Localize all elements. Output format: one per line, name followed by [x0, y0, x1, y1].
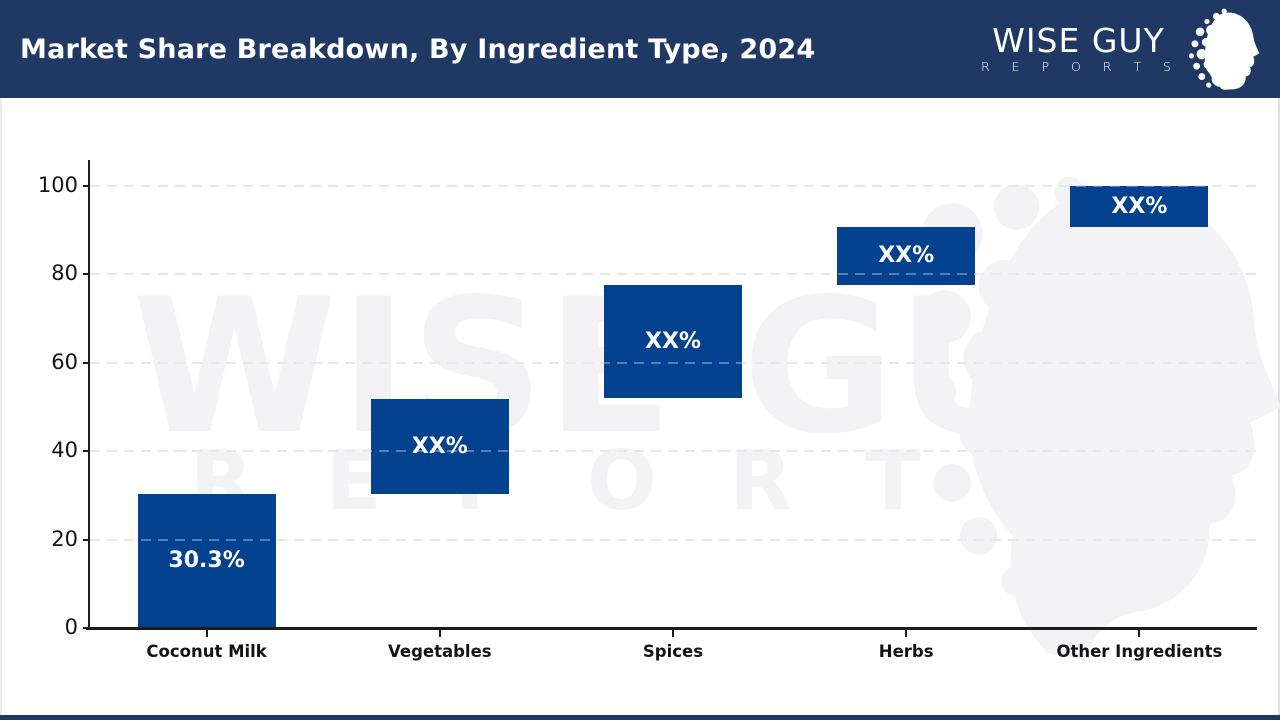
y-tick-mark	[83, 538, 90, 541]
gridline	[90, 538, 1256, 541]
bar-value-label: XX%	[645, 329, 701, 355]
page-title: Market Share Breakdown, By Ingredient Ty…	[20, 33, 816, 65]
gridline	[90, 450, 1256, 453]
x-tick-mark	[438, 630, 441, 637]
gridline-overlay	[90, 538, 1256, 541]
bar-vegetables: XX%	[370, 398, 509, 494]
x-tick-label: Other Ingredients	[1056, 642, 1223, 661]
y-tick-mark	[83, 450, 90, 453]
x-tick-mark	[1138, 630, 1141, 637]
footer-strip	[0, 715, 1280, 720]
x-tick-label: Coconut Milk	[146, 642, 267, 661]
y-tick-mark	[83, 627, 90, 629]
y-tick-mark	[83, 361, 90, 364]
x-tick-label: Herbs	[878, 642, 934, 661]
y-tick-label: 20	[51, 526, 78, 551]
x-tick-label: Spices	[642, 642, 704, 661]
gridline-overlay	[90, 450, 1256, 453]
logo-subtitle: R E P O R T S	[980, 59, 1180, 75]
x-tick-mark	[205, 630, 208, 637]
bar-value-label: XX%	[411, 433, 468, 459]
logo-head-icon	[1188, 8, 1260, 90]
x-axis-line	[86, 627, 1257, 630]
header-bar: Market Share Breakdown, By Ingredient Ty…	[0, 0, 1280, 98]
y-tick-label: 40	[51, 438, 78, 463]
plot-area: 30.3% XX% XX% XX% XX%	[90, 160, 1256, 628]
y-axis-line	[88, 160, 90, 630]
wise-guy-logo: WISE GUY R E P O R T S	[977, 6, 1262, 92]
watermark-head-icon	[918, 176, 1280, 661]
bar-spices: XX%	[604, 284, 742, 399]
y-tick-label: 60	[51, 349, 78, 374]
bar-value-label: XX%	[878, 243, 935, 269]
y-tick-mark	[83, 184, 90, 187]
y-tick-label: 0	[64, 615, 78, 639]
x-tick-mark	[672, 630, 674, 637]
gridline-overlay	[90, 361, 1256, 364]
x-tick-label: Vegetables	[388, 642, 492, 661]
gridline-overlay	[90, 273, 1256, 276]
y-tick-label: 80	[51, 261, 78, 286]
logo-text: WISE GUY R E P O R T S	[977, 24, 1180, 74]
bar-coconut-milk: 30.3%	[137, 493, 276, 628]
bar-value-label: XX%	[1111, 193, 1168, 219]
x-tick-mark	[905, 630, 908, 637]
y-tick-label: 100	[37, 172, 78, 197]
bar-herbs: XX%	[837, 226, 976, 285]
y-tick-mark	[83, 273, 90, 276]
watermark-subtitle: R E P O R T S	[190, 434, 1075, 529]
logo-wordmark: WISE GUY	[992, 21, 1165, 61]
chart-area: WISE GUY R E P O R T S 30.3% XX% XX% XX% XX%…	[0, 98, 1280, 715]
gridline-overlay	[90, 184, 1256, 187]
bar-other-ingredients: XX%	[1070, 185, 1209, 227]
gridline	[90, 184, 1256, 187]
gridline	[90, 273, 1256, 276]
bar-value-label: 30.3%	[168, 548, 245, 574]
